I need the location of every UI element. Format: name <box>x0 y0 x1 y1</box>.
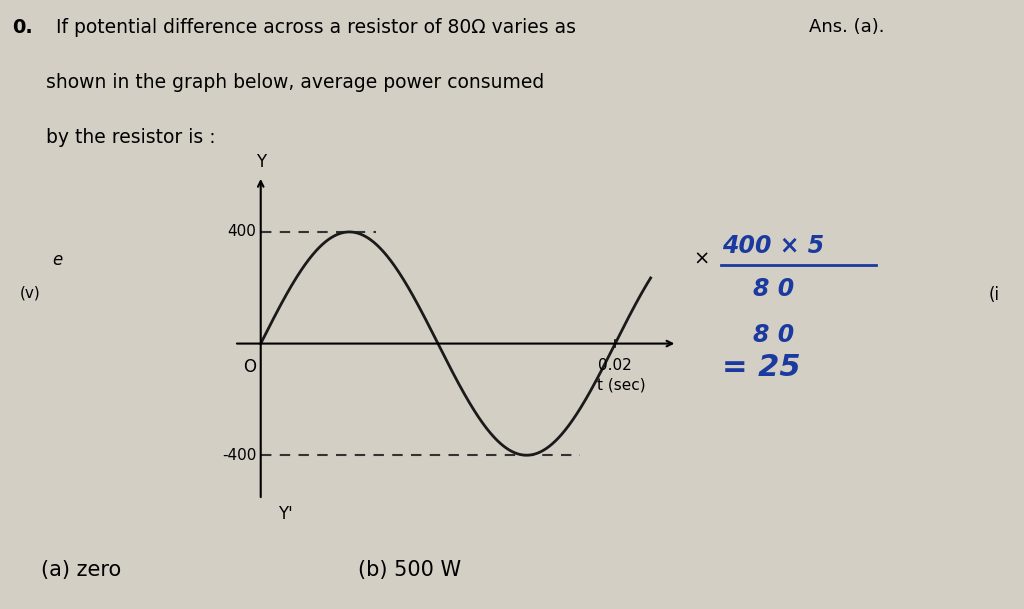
Text: shown in the graph below, average power consumed: shown in the graph below, average power … <box>46 73 545 92</box>
Text: t (sec): t (sec) <box>597 377 646 392</box>
Text: -400: -400 <box>222 448 256 463</box>
Text: O: O <box>244 357 256 376</box>
Text: Y: Y <box>256 153 266 171</box>
Text: If potential difference across a resistor of 80Ω varies as: If potential difference across a resisto… <box>56 18 577 37</box>
Text: 400 × 5: 400 × 5 <box>722 234 824 258</box>
Text: = 25: = 25 <box>722 353 801 382</box>
Text: (i: (i <box>988 286 999 304</box>
Text: 400: 400 <box>227 225 256 239</box>
Text: (b) 500 W: (b) 500 W <box>358 560 462 580</box>
Text: 8 0: 8 0 <box>753 277 794 301</box>
Text: ×: × <box>693 249 710 269</box>
Text: 0.: 0. <box>12 18 33 37</box>
Text: 0.02: 0.02 <box>598 357 632 373</box>
Text: Y': Y' <box>279 505 293 523</box>
Text: 8 0: 8 0 <box>753 323 794 347</box>
Text: (v): (v) <box>19 286 41 301</box>
Text: Ans. (a).: Ans. (a). <box>809 18 885 37</box>
Text: (a) zero: (a) zero <box>41 560 121 580</box>
Text: by the resistor is :: by the resistor is : <box>46 128 216 147</box>
Text: e: e <box>52 251 62 269</box>
